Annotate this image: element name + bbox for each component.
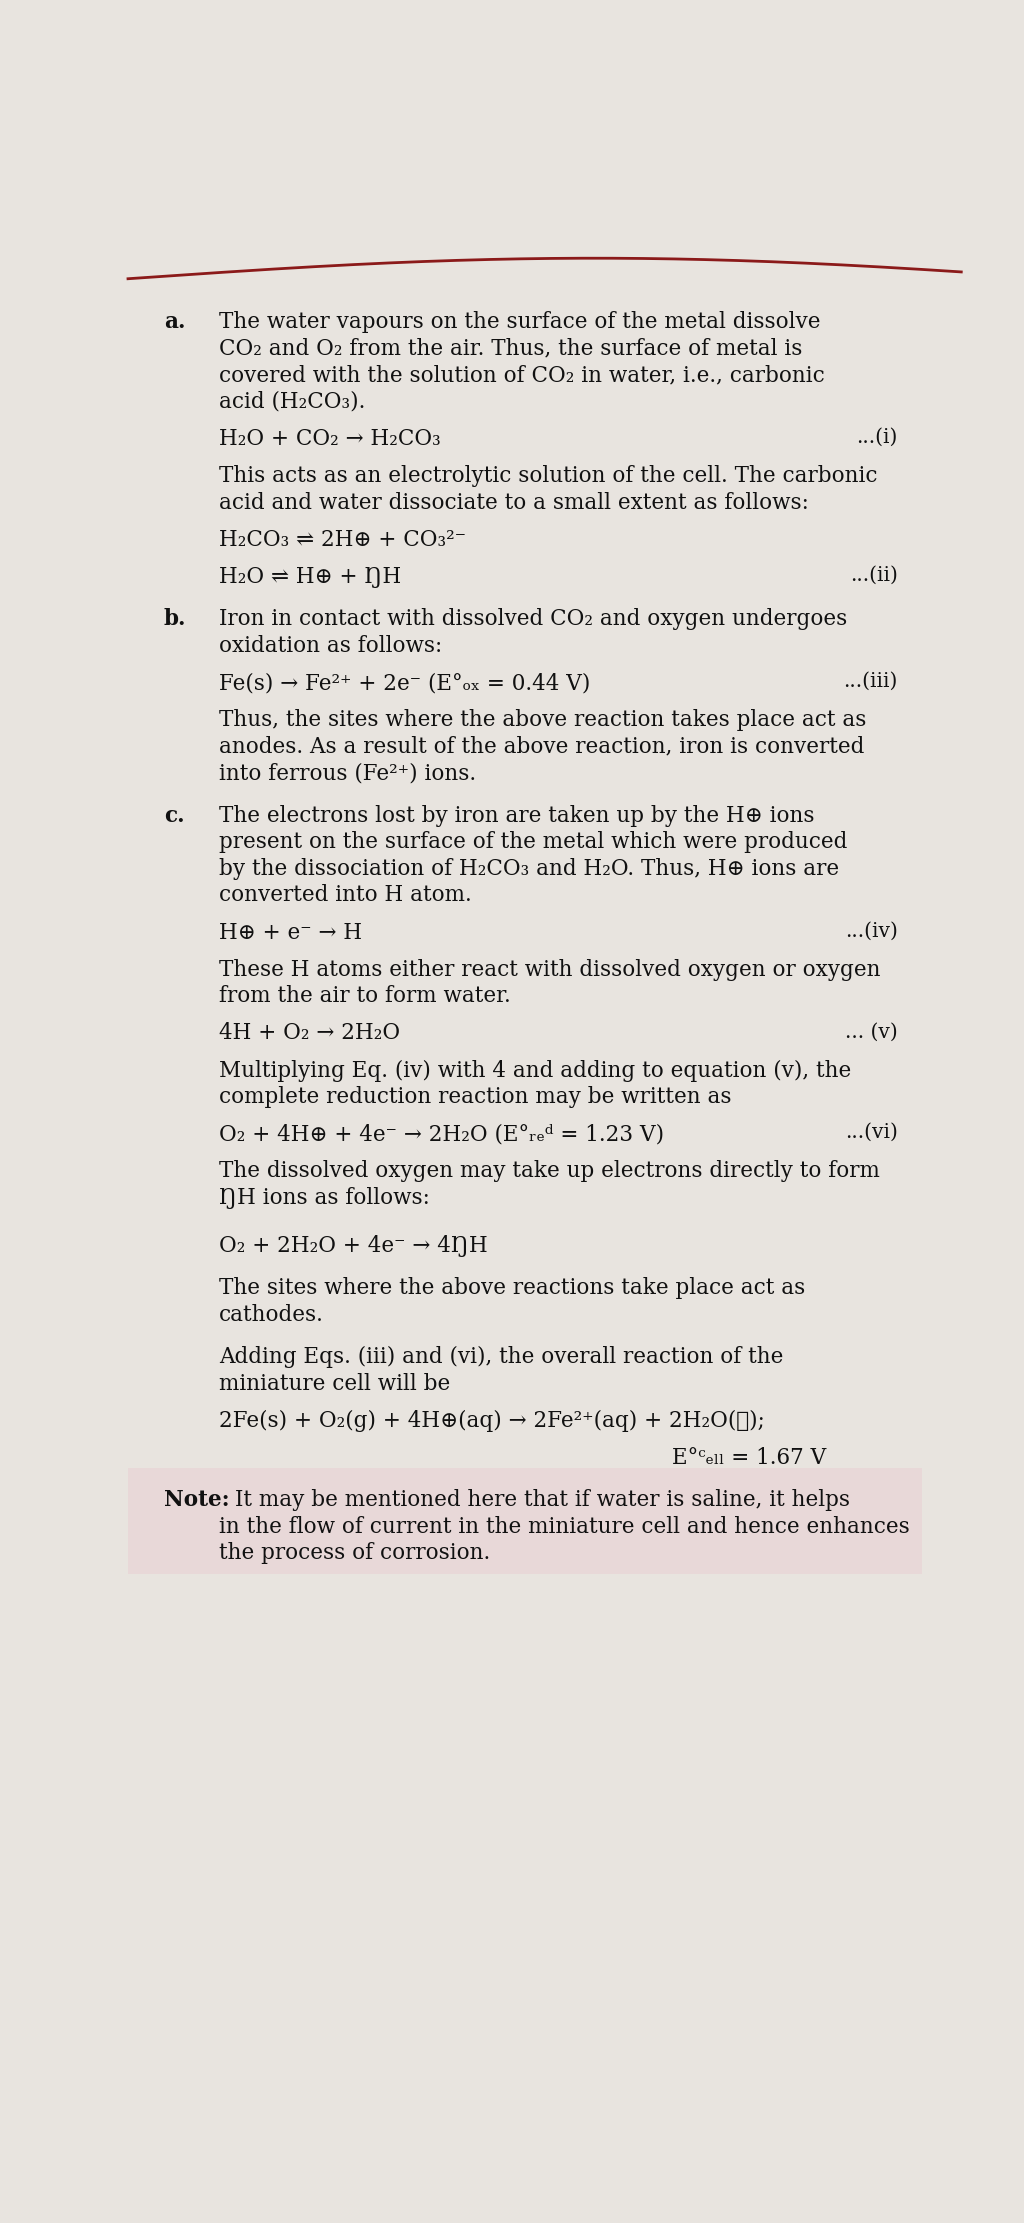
- Text: converted into H atom.: converted into H atom.: [219, 885, 472, 907]
- Text: Note:: Note:: [164, 1489, 229, 1512]
- Text: ŊH ions as follows:: ŊH ions as follows:: [219, 1187, 430, 1209]
- Text: The electrons lost by iron are taken up by the H⊕ ions: The electrons lost by iron are taken up …: [219, 805, 815, 827]
- Text: acid (H₂CO₃).: acid (H₂CO₃).: [219, 391, 366, 413]
- Text: These H atoms either react with dissolved oxygen or oxygen: These H atoms either react with dissolve…: [219, 958, 881, 980]
- FancyBboxPatch shape: [128, 1467, 922, 1574]
- Text: by the dissociation of H₂CO₃ and H₂O. Thus, H⊕ ions are: by the dissociation of H₂CO₃ and H₂O. Th…: [219, 858, 840, 880]
- Text: E°ᶜₑₗₗ = 1.67 V: E°ᶜₑₗₗ = 1.67 V: [672, 1447, 826, 1469]
- Text: O₂ + 4H⊕ + 4e⁻ → 2H₂O (E°ᵣₑᵈ = 1.23 V): O₂ + 4H⊕ + 4e⁻ → 2H₂O (E°ᵣₑᵈ = 1.23 V): [219, 1123, 665, 1145]
- Text: H₂O + CO₂ → H₂CO₃: H₂O + CO₂ → H₂CO₃: [219, 429, 441, 449]
- Text: It may be mentioned here that if water is saline, it helps: It may be mentioned here that if water i…: [236, 1489, 850, 1512]
- Text: The water vapours on the surface of the metal dissolve: The water vapours on the surface of the …: [219, 311, 821, 333]
- Text: H₂O ⇌ H⊕ + ŊH: H₂O ⇌ H⊕ + ŊH: [219, 567, 401, 587]
- Text: Thus, the sites where the above reaction takes place act as: Thus, the sites where the above reaction…: [219, 709, 866, 731]
- Text: This acts as an electrolytic solution of the cell. The carbonic: This acts as an electrolytic solution of…: [219, 465, 878, 487]
- Text: Iron in contact with dissolved CO₂ and oxygen undergoes: Iron in contact with dissolved CO₂ and o…: [219, 609, 848, 631]
- Text: ...(vi): ...(vi): [845, 1123, 898, 1143]
- Text: Multiplying Eq. (iv) with 4 and adding to equation (v), the: Multiplying Eq. (iv) with 4 and adding t…: [219, 1060, 852, 1083]
- Text: in the flow of current in the miniature cell and hence enhances: in the flow of current in the miniature …: [219, 1516, 910, 1538]
- Text: b.: b.: [164, 609, 186, 631]
- Text: oxidation as follows:: oxidation as follows:: [219, 636, 442, 658]
- Text: anodes. As a result of the above reaction, iron is converted: anodes. As a result of the above reactio…: [219, 736, 864, 758]
- Text: the process of corrosion.: the process of corrosion.: [219, 1543, 490, 1565]
- Text: from the air to form water.: from the air to form water.: [219, 985, 511, 1007]
- Text: covered with the solution of CO₂ in water, i.e., carbonic: covered with the solution of CO₂ in wate…: [219, 365, 825, 387]
- Text: acid and water dissociate to a small extent as follows:: acid and water dissociate to a small ext…: [219, 491, 809, 514]
- Text: Fe(s) → Fe²⁺ + 2e⁻ (E°ₒₓ = 0.44 V): Fe(s) → Fe²⁺ + 2e⁻ (E°ₒₓ = 0.44 V): [219, 671, 591, 694]
- Text: present on the surface of the metal which were produced: present on the surface of the metal whic…: [219, 831, 848, 854]
- Text: ...(iii): ...(iii): [844, 671, 898, 691]
- Text: The sites where the above reactions take place act as: The sites where the above reactions take…: [219, 1276, 806, 1298]
- Text: a.: a.: [164, 311, 185, 333]
- Text: 4H + O₂ → 2H₂O: 4H + O₂ → 2H₂O: [219, 1023, 400, 1045]
- Text: complete reduction reaction may be written as: complete reduction reaction may be writt…: [219, 1087, 732, 1107]
- Text: miniature cell will be: miniature cell will be: [219, 1372, 451, 1394]
- Text: ...(iv): ...(iv): [845, 923, 898, 940]
- Text: ...(i): ...(i): [856, 429, 898, 447]
- Text: H₂CO₃ ⇌ 2H⊕ + CO₃²⁻: H₂CO₃ ⇌ 2H⊕ + CO₃²⁻: [219, 529, 466, 551]
- Text: The dissolved oxygen may take up electrons directly to form: The dissolved oxygen may take up electro…: [219, 1160, 881, 1183]
- Text: cathodes.: cathodes.: [219, 1303, 325, 1325]
- Text: O₂ + 2H₂O + 4e⁻ → 4ŊH: O₂ + 2H₂O + 4e⁻ → 4ŊH: [219, 1234, 488, 1256]
- Text: ...(ii): ...(ii): [850, 567, 898, 585]
- Text: CO₂ and O₂ from the air. Thus, the surface of metal is: CO₂ and O₂ from the air. Thus, the surfa…: [219, 338, 803, 360]
- Text: ... (v): ... (v): [845, 1023, 898, 1040]
- Text: into ferrous (Fe²⁺) ions.: into ferrous (Fe²⁺) ions.: [219, 762, 476, 785]
- Text: H⊕ + e⁻ → H: H⊕ + e⁻ → H: [219, 923, 362, 943]
- Text: c.: c.: [164, 805, 184, 827]
- Text: Adding Eqs. (iii) and (vi), the overall reaction of the: Adding Eqs. (iii) and (vi), the overall …: [219, 1345, 783, 1367]
- Text: 2Fe(s) + O₂(g) + 4H⊕(aq) → 2Fe²⁺(aq) + 2H₂O(ℓ);: 2Fe(s) + O₂(g) + 4H⊕(aq) → 2Fe²⁺(aq) + 2…: [219, 1409, 765, 1432]
